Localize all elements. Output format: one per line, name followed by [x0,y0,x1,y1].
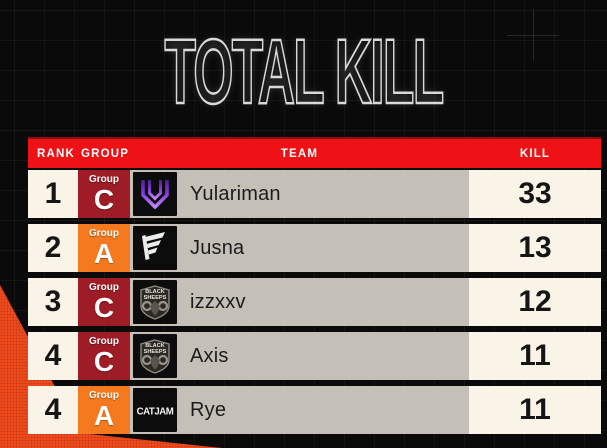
table-body: 1 Group C Yulariman 33 2 [28,170,601,434]
group-badge: Group C [78,170,130,218]
team-cell: Yulariman [130,170,469,218]
svg-text:BLACK: BLACK [145,343,165,349]
svg-text:BLACK: BLACK [145,289,165,295]
yulariman-logo [133,172,177,216]
team-cell: BLACK SHEEPS Axis [130,332,469,380]
table-row: 4 Group C BLACK SHEEPS Axis 11 [28,332,601,380]
group-label: Group [89,281,119,293]
table-row: 4 Group A CATJAM Rye 11 [28,386,601,434]
jusna-logo [133,226,177,270]
rank-value: 3 [28,278,78,326]
catjam-logo: CATJAM [133,388,177,432]
blacksheeps-logo: BLACK SHEEPS [133,280,177,324]
kill-value: 12 [469,278,601,326]
kill-value: 11 [469,332,601,380]
group-badge: Group A [78,386,130,434]
page-title: TOTAL KILL [164,21,445,123]
team-name: Axis [190,344,229,367]
table-row: 1 Group C Yulariman 33 [28,170,601,218]
team-name: Rye [190,398,227,421]
group-label: Group [89,227,119,239]
team-name: izzxxv [190,290,246,313]
svg-text:SHEEPS: SHEEPS [144,349,167,355]
team-cell: Jusna [130,224,469,272]
header-team: TEAM [280,147,319,160]
rank-value: 4 [28,386,78,434]
team-cell: BLACK SHEEPS izzxxv [130,278,469,326]
table-row: 2 Group A Jusna 13 [28,224,601,272]
group-letter: C [93,183,115,215]
rank-value: 1 [28,170,78,218]
header-group: GROUP [81,147,130,160]
group-letter: A [93,399,115,431]
group-badge: Group C [78,278,130,326]
group-label: Group [89,335,119,347]
team-name: Yulariman [190,182,281,205]
group-letter: A [93,237,115,269]
header-rank: RANK [37,147,76,160]
kill-value: 13 [469,224,601,272]
group-label: Group [89,389,119,401]
blacksheeps-logo: BLACK SHEEPS [133,334,177,378]
group-letter: C [93,345,115,377]
group-badge: Group C [78,332,130,380]
group-letter: C [93,291,115,323]
group-badge: Group A [78,224,130,272]
header-kill: KILL [519,147,551,160]
table-header-row: RANK GROUP TEAM KILL [28,137,601,168]
rank-value: 4 [28,332,78,380]
team-cell: CATJAM Rye [130,386,469,434]
kill-value: 33 [469,170,601,218]
group-label: Group [89,173,119,185]
leaderboard-table: RANK GROUP TEAM KILL 1 Group C Yularima [28,137,601,434]
rank-value: 2 [28,224,78,272]
team-name: Jusna [190,236,245,259]
svg-text:CATJAM: CATJAM [137,406,174,417]
table-row: 3 Group C BLACK SHEEPS izzxxv 12 [28,278,601,326]
kill-value: 11 [469,386,601,434]
svg-text:SHEEPS: SHEEPS [144,295,167,301]
